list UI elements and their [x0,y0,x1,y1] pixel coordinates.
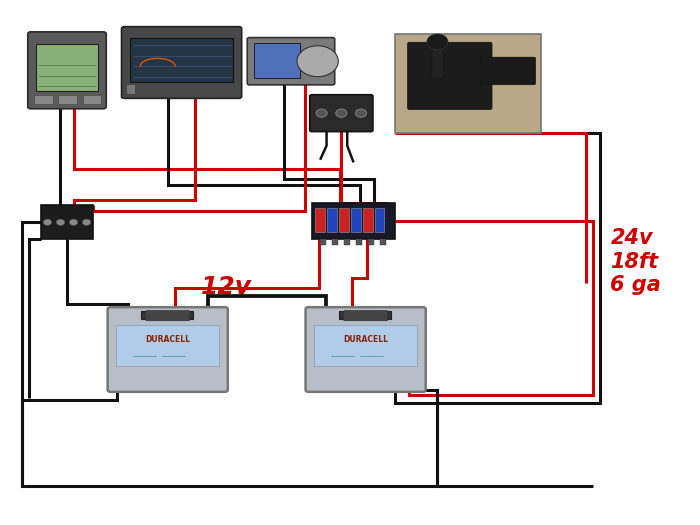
Bar [375,208,384,232]
Bar [328,208,337,232]
Bar [332,239,338,245]
Bar [34,94,52,104]
Bar [340,311,349,319]
FancyBboxPatch shape [28,32,106,109]
Circle shape [56,219,64,225]
Bar [381,311,391,319]
FancyBboxPatch shape [481,57,536,85]
Bar [183,311,193,319]
Circle shape [297,46,338,77]
Text: DURACELL: DURACELL [343,334,388,343]
Circle shape [316,109,327,117]
Bar [58,94,77,104]
FancyBboxPatch shape [247,38,335,85]
Bar [320,239,326,245]
Text: DURACELL: DURACELL [145,334,190,343]
Bar [314,326,417,365]
FancyBboxPatch shape [344,311,388,321]
Bar [254,43,300,78]
Bar [351,208,360,232]
Bar [379,239,386,245]
Bar [395,34,541,133]
Bar [340,208,349,232]
Circle shape [427,34,448,50]
Bar [41,205,93,239]
Bar [116,326,219,365]
Bar [344,239,350,245]
Bar [432,39,443,78]
Circle shape [336,109,347,117]
Bar [363,208,372,232]
Text: 12v: 12v [201,275,252,299]
FancyBboxPatch shape [407,42,492,110]
Text: 18ft: 18ft [610,251,659,272]
FancyBboxPatch shape [146,311,190,321]
Text: 24v: 24v [610,228,653,248]
Bar [36,44,98,91]
Text: 6 ga: 6 ga [610,275,662,295]
FancyBboxPatch shape [306,307,426,392]
Circle shape [43,219,52,225]
Bar [130,38,233,82]
Bar [312,203,395,239]
Circle shape [356,109,367,117]
FancyBboxPatch shape [122,27,242,98]
Bar [316,208,325,232]
FancyBboxPatch shape [108,307,228,392]
Circle shape [69,219,78,225]
FancyBboxPatch shape [309,94,373,132]
Bar [127,85,134,93]
Bar [141,311,152,319]
Bar [368,239,374,245]
Bar [356,239,362,245]
Circle shape [83,219,91,225]
Bar [83,94,102,104]
